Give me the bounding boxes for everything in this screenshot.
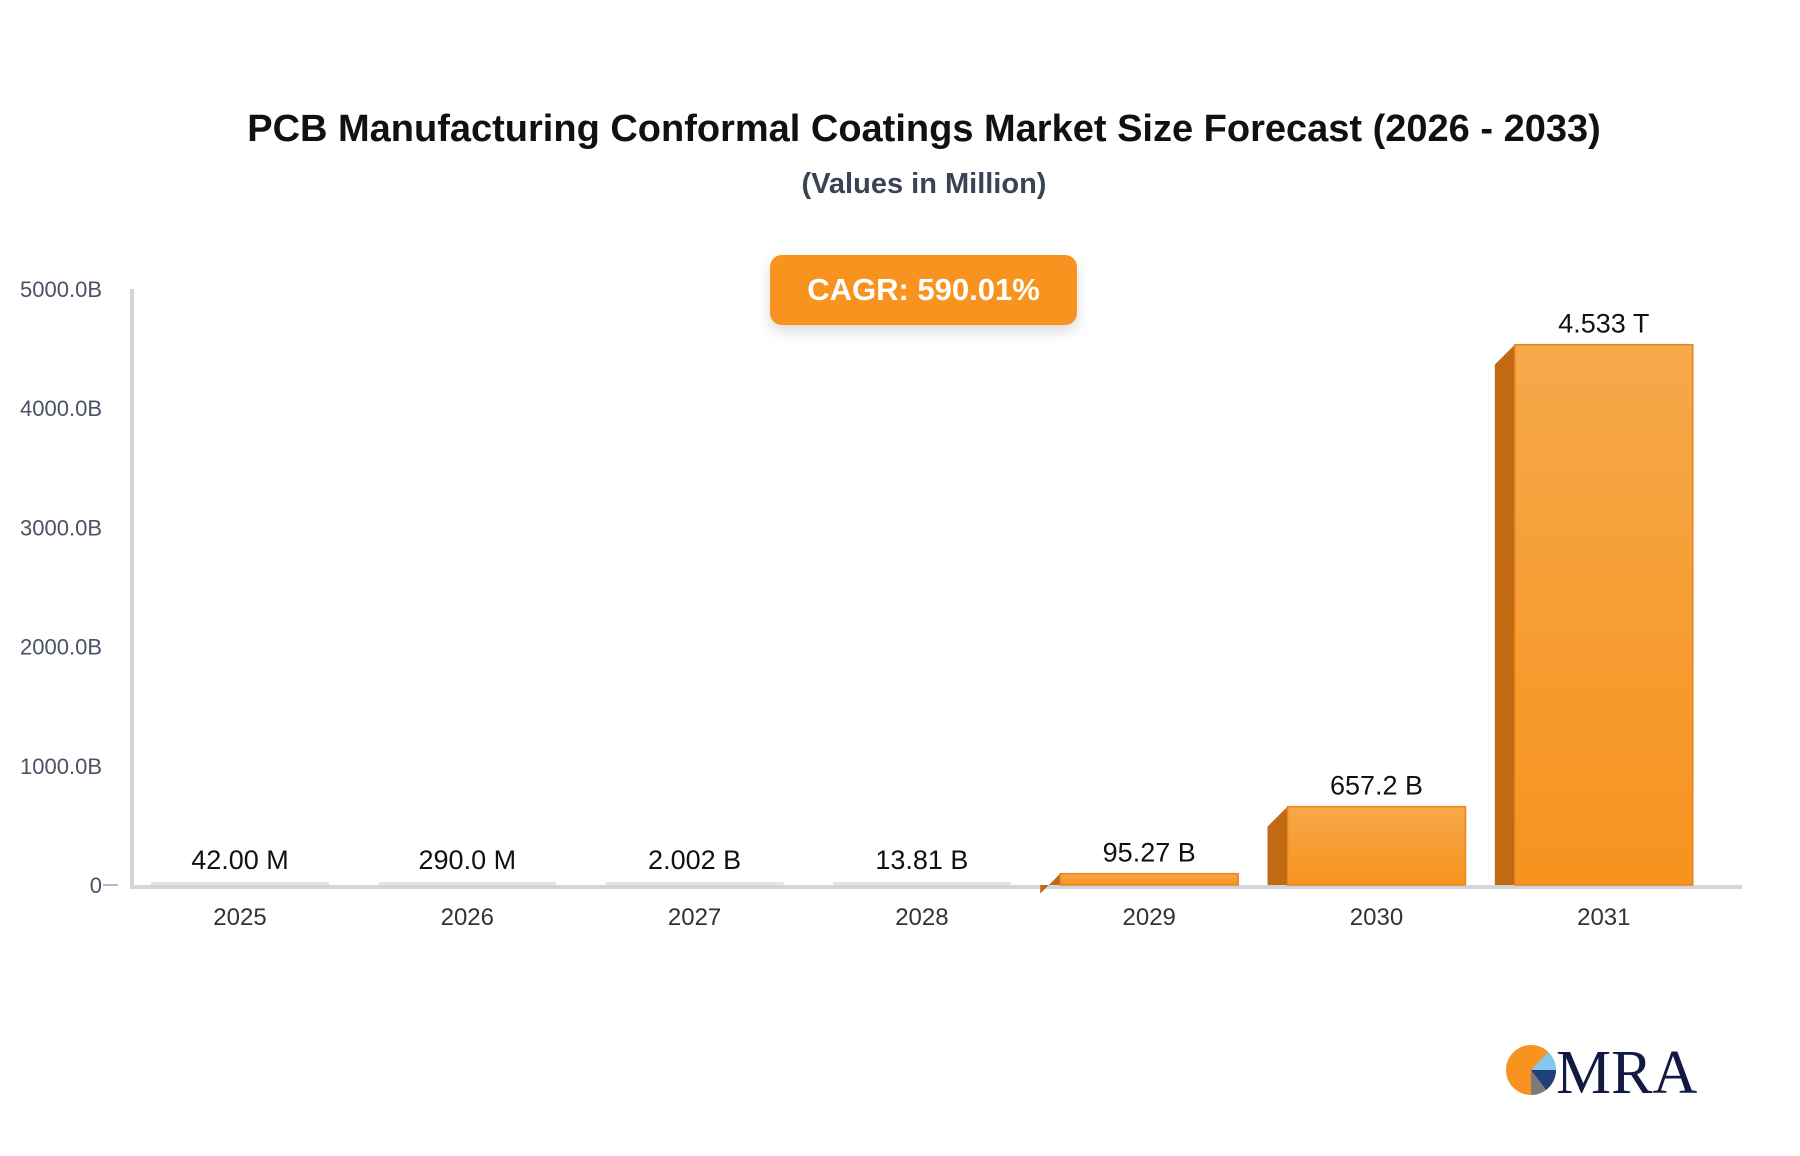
data-label: 13.81 B xyxy=(875,845,968,875)
bar-2030: 657.2 B 2030 xyxy=(1267,771,1467,931)
bar-2025: 42.00 M 2025 xyxy=(151,845,329,931)
y-tick-label: 0 xyxy=(90,873,102,898)
mra-logo: MRA xyxy=(1506,1040,1697,1100)
x-tick-label: 2025 xyxy=(213,904,266,931)
x-tick-label: 2029 xyxy=(1123,904,1176,931)
data-label: 95.27 B xyxy=(1103,838,1196,868)
bar-2026: 290.0 M 2026 xyxy=(378,845,557,931)
y-tick-label: 1000.0B xyxy=(20,754,102,779)
bar-2029: 95.27 B 2029 xyxy=(1040,838,1239,931)
bar-front xyxy=(151,882,329,885)
bar-2027: 2.002 B 2027 xyxy=(605,845,784,931)
x-tick-label: 2028 xyxy=(895,904,948,931)
bar-front xyxy=(378,882,557,885)
x-tick-label: 2027 xyxy=(668,904,721,931)
bar-2031: 4.533 T 2031 xyxy=(1494,309,1694,931)
bar-2028: 13.81 B 2028 xyxy=(832,845,1011,931)
bar-side xyxy=(1494,344,1515,886)
bar-side xyxy=(1040,873,1061,894)
data-label: 2.002 B xyxy=(648,845,741,875)
chart-title: PCB Manufacturing Conformal Coatings Mar… xyxy=(247,108,1601,150)
chart-subtitle: (Values in Million) xyxy=(801,168,1047,200)
x-tick-label: 2026 xyxy=(441,904,494,931)
bar-side xyxy=(1267,806,1288,885)
data-label: 4.533 T xyxy=(1558,309,1649,339)
bar-front xyxy=(605,882,784,885)
y-tick-label: 4000.0B xyxy=(20,396,102,421)
data-label: 290.0 M xyxy=(419,845,517,875)
bar-front xyxy=(832,882,1011,885)
x-tick-label: 2031 xyxy=(1577,904,1630,931)
y-tick-label: 5000.0B xyxy=(20,277,102,302)
bar-front xyxy=(1059,872,1239,886)
y-tick-label: 2000.0B xyxy=(20,635,102,660)
data-label: 657.2 B xyxy=(1330,771,1423,801)
y-tick-label: 3000.0B xyxy=(20,515,102,540)
data-label: 42.00 M xyxy=(191,845,289,875)
x-tick-label: 2030 xyxy=(1350,904,1403,931)
bar-front xyxy=(1514,343,1694,886)
bar-front xyxy=(1286,805,1467,886)
svg-text:MRA: MRA xyxy=(1556,1040,1697,1100)
cagr-badge: CAGR: 590.01% xyxy=(770,255,1077,325)
